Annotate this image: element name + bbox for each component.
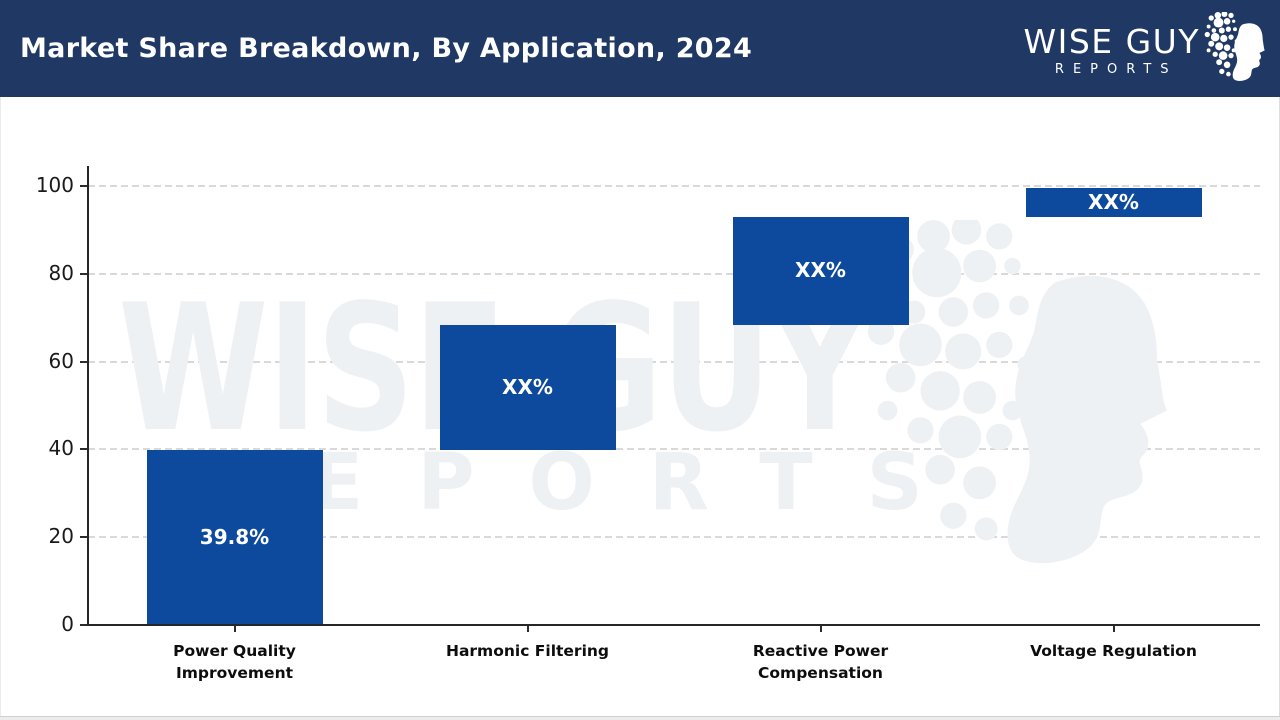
header-bar: Market Share Breakdown, By Application, … xyxy=(0,0,1280,97)
bar-value-label: XX% xyxy=(795,258,846,283)
brand-wordmark: WISE GUY REPORTS xyxy=(1023,22,1200,77)
x-axis-category-label: Reactive Power Compensation xyxy=(752,642,889,683)
x-axis-tick xyxy=(233,625,236,632)
y-axis-tick xyxy=(80,185,88,187)
brand-subtitle-text: REPORTS xyxy=(1054,61,1178,77)
bar-value-label: XX% xyxy=(1088,190,1139,215)
bar-value-label: 39.8% xyxy=(199,525,270,550)
y-axis-tick-label: 40 xyxy=(48,436,74,461)
x-axis-tick xyxy=(819,625,822,632)
gridline xyxy=(88,185,1260,187)
page-title: Market Share Breakdown, By Application, … xyxy=(20,33,753,64)
bar-reactive-power-compensation: XX% xyxy=(732,217,909,325)
brand-logo: WISE GUY REPORTS xyxy=(1023,6,1268,92)
page-border-left xyxy=(0,97,1,720)
brand-name-text: WISE GUY xyxy=(1023,21,1200,61)
x-axis-tick xyxy=(1112,625,1115,632)
bar-harmonic-filtering: XX% xyxy=(439,324,616,451)
y-axis-tick xyxy=(80,448,88,451)
y-axis-tick-label: 0 xyxy=(61,612,74,636)
y-axis-tick-label: 80 xyxy=(48,260,74,285)
gridline xyxy=(88,360,1260,363)
y-axis-tick xyxy=(80,624,88,626)
y-axis-tick xyxy=(80,536,88,539)
footer-strip xyxy=(0,716,1280,720)
bar-power-quality-improvement: 39.8% xyxy=(146,450,323,625)
bar-value-label: XX% xyxy=(502,374,553,399)
x-axis-category-label: Voltage Regulation xyxy=(1030,642,1197,660)
x-axis-line xyxy=(87,624,1260,626)
x-axis-tick xyxy=(526,625,529,632)
y-axis-tick xyxy=(80,360,88,363)
y-axis-tick-label: 20 xyxy=(48,524,74,549)
brand-head-icon xyxy=(1204,12,1265,81)
x-axis-category-label: Power Quality Improvement xyxy=(173,642,296,683)
y-axis-line xyxy=(87,166,89,626)
gridline xyxy=(88,448,1260,451)
y-axis-tick-label: 100 xyxy=(35,173,74,197)
bar-voltage-regulation: XX% xyxy=(1025,188,1202,218)
gridline xyxy=(88,536,1260,539)
y-axis-tick-label: 60 xyxy=(48,348,74,373)
gridline xyxy=(88,272,1260,275)
x-axis-category-label: Harmonic Filtering xyxy=(445,642,610,660)
y-axis-tick xyxy=(80,272,88,275)
